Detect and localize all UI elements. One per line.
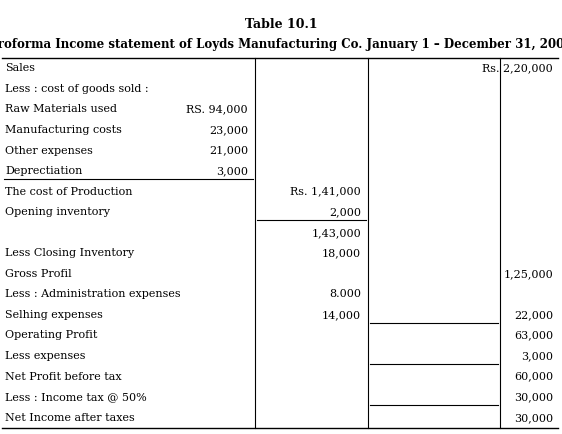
Text: Less : Income tax @ 50%: Less : Income tax @ 50% [5,392,147,402]
Text: 3,000: 3,000 [216,166,248,176]
Text: 21,000: 21,000 [209,145,248,155]
Text: 2,000: 2,000 [329,207,361,217]
Text: Raw Materials used: Raw Materials used [5,105,117,115]
Text: Other expenses: Other expenses [5,145,93,155]
Text: Rs. 2,20,000: Rs. 2,20,000 [482,63,553,73]
Text: Manufacturing costs: Manufacturing costs [5,125,122,135]
Text: Operating Profit: Operating Profit [5,331,97,341]
Text: 30,000: 30,000 [514,392,553,402]
Text: Proforma Income statement of Loyds Manufacturing Co. January 1 – December 31, 20: Proforma Income statement of Loyds Manuf… [0,38,562,51]
Text: Table 10.1: Table 10.1 [244,18,318,31]
Text: Rs. 1,41,000: Rs. 1,41,000 [290,187,361,197]
Text: RS. 94,000: RS. 94,000 [187,105,248,115]
Text: 30,000: 30,000 [514,413,553,423]
Text: 1,25,000: 1,25,000 [503,269,553,279]
Text: Selhing expenses: Selhing expenses [5,310,103,320]
Text: The cost of Production: The cost of Production [5,187,133,197]
Text: Less : Administration expenses: Less : Administration expenses [5,289,180,299]
Text: Less : cost of goods sold :: Less : cost of goods sold : [5,84,148,94]
Text: 23,000: 23,000 [209,125,248,135]
Text: Less Closing Inventory: Less Closing Inventory [5,248,134,258]
Text: Net Income after taxes: Net Income after taxes [5,413,135,423]
Text: Sales: Sales [5,63,35,73]
Text: 1,43,000: 1,43,000 [311,228,361,238]
Text: Less expenses: Less expenses [5,351,85,361]
Text: 8.000: 8.000 [329,289,361,299]
Text: 14,000: 14,000 [322,310,361,320]
Text: 18,000: 18,000 [322,248,361,258]
Text: Net Profit before tax: Net Profit before tax [5,372,121,381]
Text: 22,000: 22,000 [514,310,553,320]
Text: Gross Profil: Gross Profil [5,269,71,279]
Text: Deprectiation: Deprectiation [5,166,83,176]
Text: 63,000: 63,000 [514,331,553,341]
Text: 60,000: 60,000 [514,372,553,381]
Text: Opening inventory: Opening inventory [5,207,110,217]
Text: 3,000: 3,000 [521,351,553,361]
